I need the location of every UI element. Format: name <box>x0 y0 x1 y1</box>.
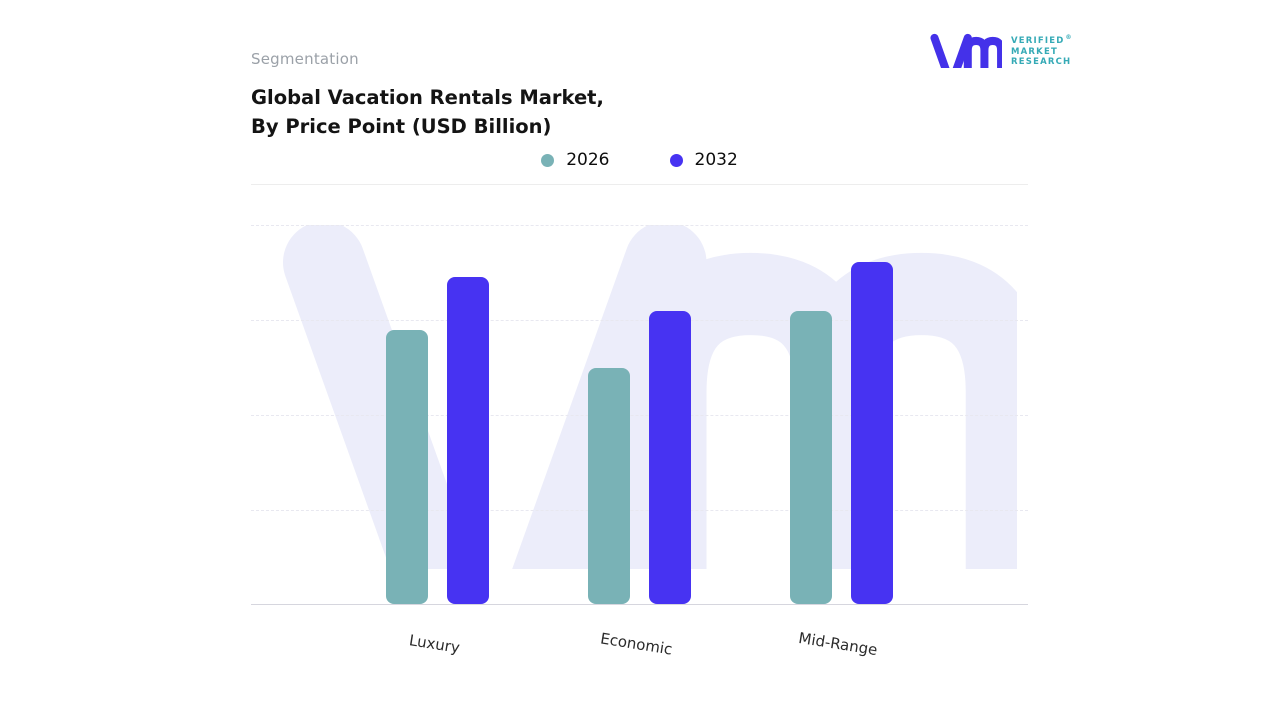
legend-label-2026: 2026 <box>566 150 610 170</box>
chart-title-line2: By Price Point (USD Billion) <box>251 115 552 138</box>
x-axis-labels: Luxury Economic Mid-Range <box>251 605 1028 675</box>
gridline <box>251 510 1028 511</box>
vmr-logo-text: VERIFIED® MARKET RESEARCH <box>1011 33 1072 67</box>
x-axis-label-Luxury: Luxury <box>408 631 462 657</box>
vmr-logo-line2: MARKET <box>1011 46 1058 57</box>
bar-2026-Mid-Range <box>790 311 833 604</box>
bar-2032-Economic <box>649 311 691 604</box>
legend-marker-2026-icon <box>541 153 555 167</box>
x-axis-label-Mid-Range: Mid-Range <box>796 628 879 660</box>
chart-title-line1: Global Vacation Rentals Market, <box>251 86 604 109</box>
eyebrow-label: Segmentation <box>251 50 359 68</box>
legend-marker-2032-icon <box>669 153 683 167</box>
vmr-watermark-icon <box>283 225 1017 569</box>
legend-label-2032: 2032 <box>694 150 738 170</box>
chart-title: Global Vacation Rentals Market, By Price… <box>251 83 604 141</box>
gridline <box>251 225 1028 226</box>
legend-item-2032: 2032 <box>669 150 738 170</box>
vmr-logo-line3: RESEARCH <box>1011 57 1072 68</box>
plot-area <box>251 225 1028 605</box>
vmr-logo-mark-icon <box>930 33 1002 68</box>
bar-2032-Luxury <box>446 277 489 604</box>
vmr-logo-line1: VERIFIED® <box>1011 34 1072 47</box>
bar-2032-Mid-Range <box>851 262 894 604</box>
gridline <box>251 320 1028 321</box>
x-axis-label-Economic: Economic <box>598 629 674 659</box>
registered-mark: ® <box>1065 34 1072 42</box>
legend-item-2026: 2026 <box>541 150 610 170</box>
chart-legend: 2026 2032 <box>251 150 1028 170</box>
vmr-logo: VERIFIED® MARKET RESEARCH <box>928 33 1072 68</box>
gridline <box>251 415 1028 416</box>
bar-2026-Economic <box>588 368 630 604</box>
header-separator <box>251 184 1028 185</box>
bar-2026-Luxury <box>385 330 428 604</box>
